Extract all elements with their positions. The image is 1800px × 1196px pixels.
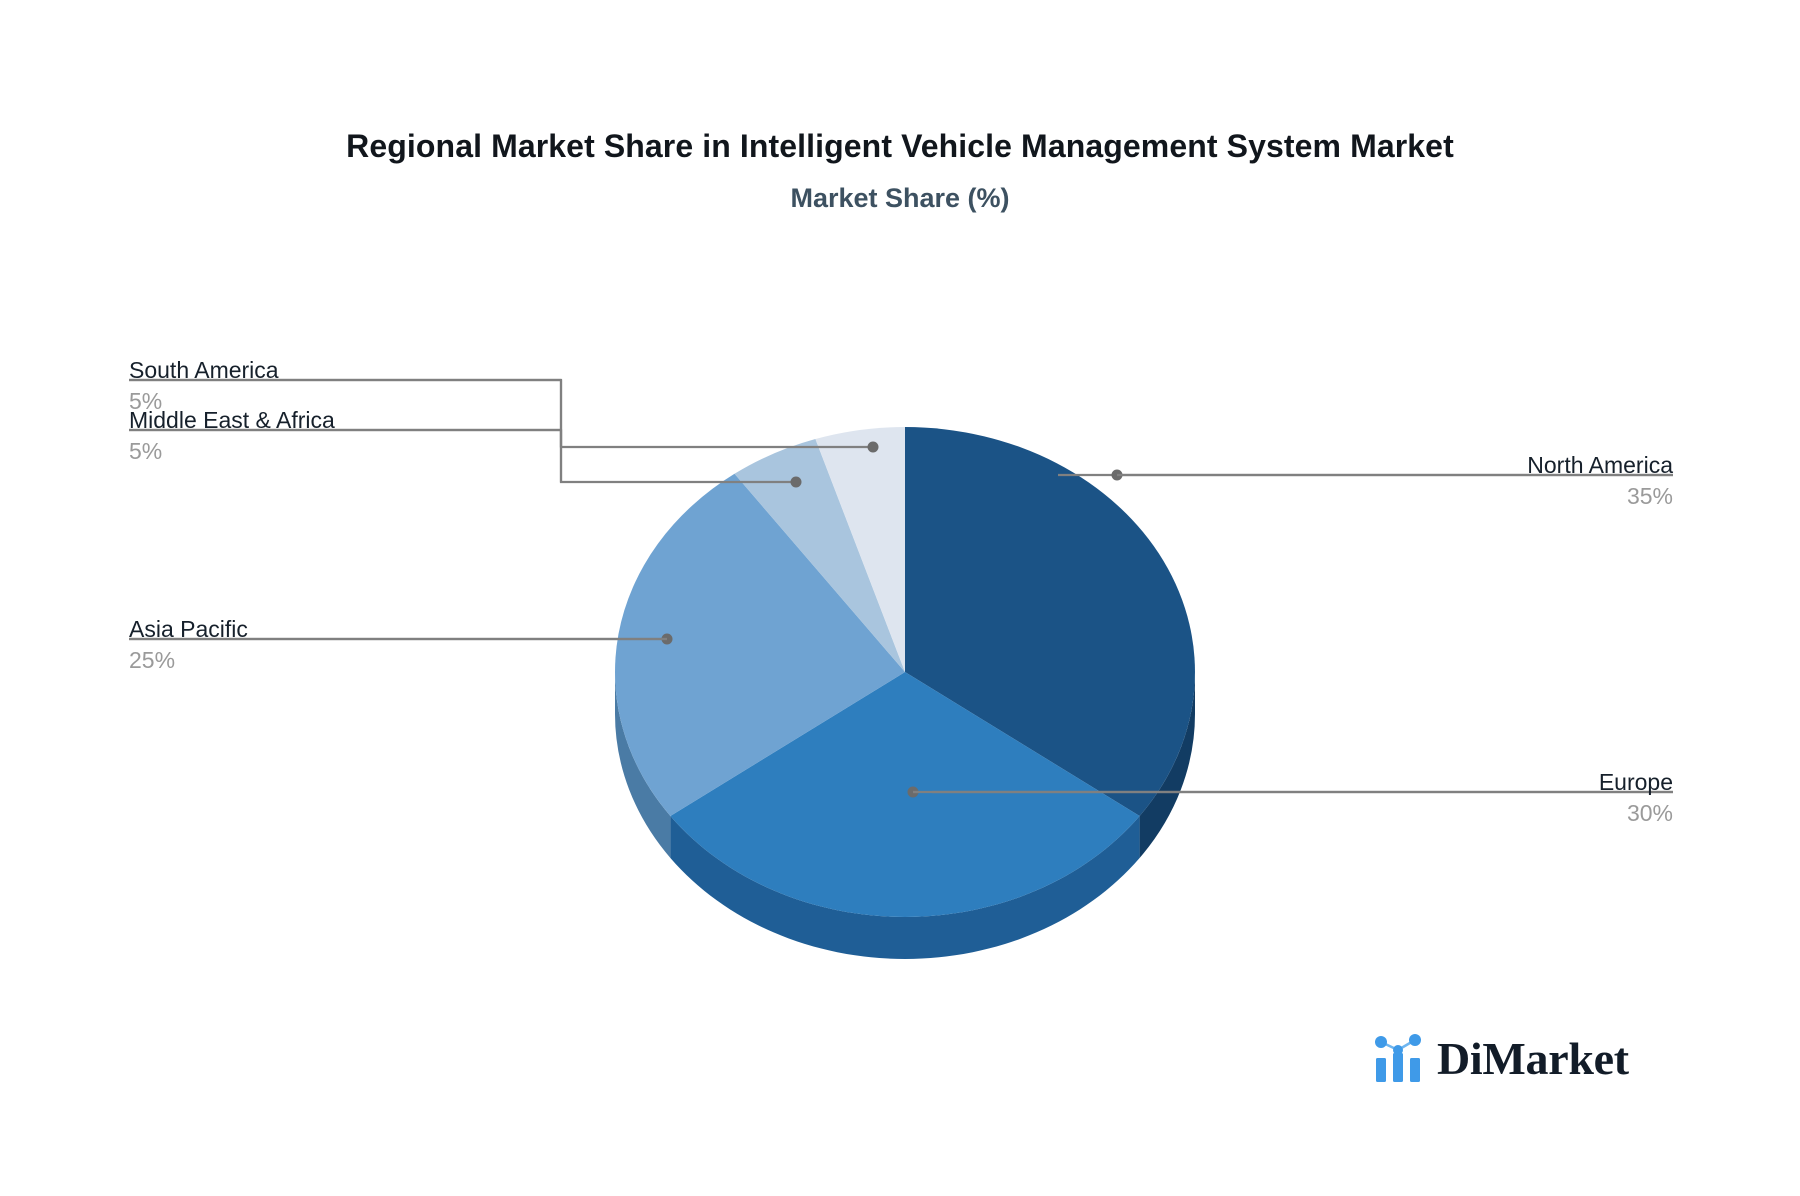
callout-label-asia-pacific: Asia Pacific	[129, 616, 248, 642]
callout-south-america: South America	[129, 355, 279, 385]
callout-value-middle-east-africa: 5%	[129, 438, 163, 464]
callout-value-south-america: 5%	[129, 388, 163, 414]
brand-logo: DiMarket	[1374, 1034, 1629, 1084]
brand-name: DiMarket	[1437, 1033, 1629, 1084]
pie-slice-europe	[670, 672, 1140, 917]
callout-middle-east-africa: Middle East & Africa	[129, 405, 335, 435]
callout-label-europe: Europe	[1598, 769, 1673, 795]
bar-chart-logo-icon	[1375, 1034, 1421, 1082]
pie-side-asia-pacific	[615, 672, 671, 858]
pie-slice-asia-pacific	[615, 473, 905, 816]
callout-value-asia-pacific: 25%	[129, 647, 176, 673]
callout-value-box-south-america: 5%	[129, 382, 162, 417]
callout-north-america: North America	[1527, 450, 1673, 480]
callout-value-europe: 30%	[1626, 800, 1673, 826]
callout-value-box-north-america: 35%	[1627, 477, 1673, 512]
leader-dot-south-america	[867, 441, 879, 453]
chart-subtitle: Market Share (%)	[790, 182, 1010, 213]
title-block: Regional Market Share in Intelligent Veh…	[0, 128, 1800, 214]
page-title: Regional Market Share in Intelligent Veh…	[346, 128, 1454, 164]
leader-dot-middle-east-africa	[790, 476, 802, 488]
pie-3d-side-walls	[615, 672, 1195, 959]
leader-line-middle-east-africa	[129, 428, 796, 484]
callout-asia-pacific: Asia Pacific	[129, 614, 248, 644]
pie-slice-south-america	[815, 427, 905, 672]
pie-side-north-america	[1139, 672, 1195, 858]
pie-side-europe	[670, 816, 1140, 959]
callout-label-south-america: South America	[129, 357, 279, 383]
callout-value-box-middle-east-africa: 5%	[129, 432, 162, 467]
callout-label-middle-east-africa: Middle East & Africa	[129, 407, 335, 433]
pie-top-face	[615, 427, 1195, 917]
pie-slice-middle-east-africa	[734, 439, 905, 672]
callout-label-north-america: North America	[1527, 452, 1673, 478]
callout-europe: Europe	[1599, 767, 1673, 797]
callout-value-north-america: 35%	[1626, 483, 1673, 509]
callout-value-box-asia-pacific: 25%	[129, 641, 175, 676]
label-rules	[129, 378, 1673, 794]
callout-value-box-europe: 30%	[1627, 794, 1673, 829]
pie-slice-north-america	[905, 427, 1195, 816]
